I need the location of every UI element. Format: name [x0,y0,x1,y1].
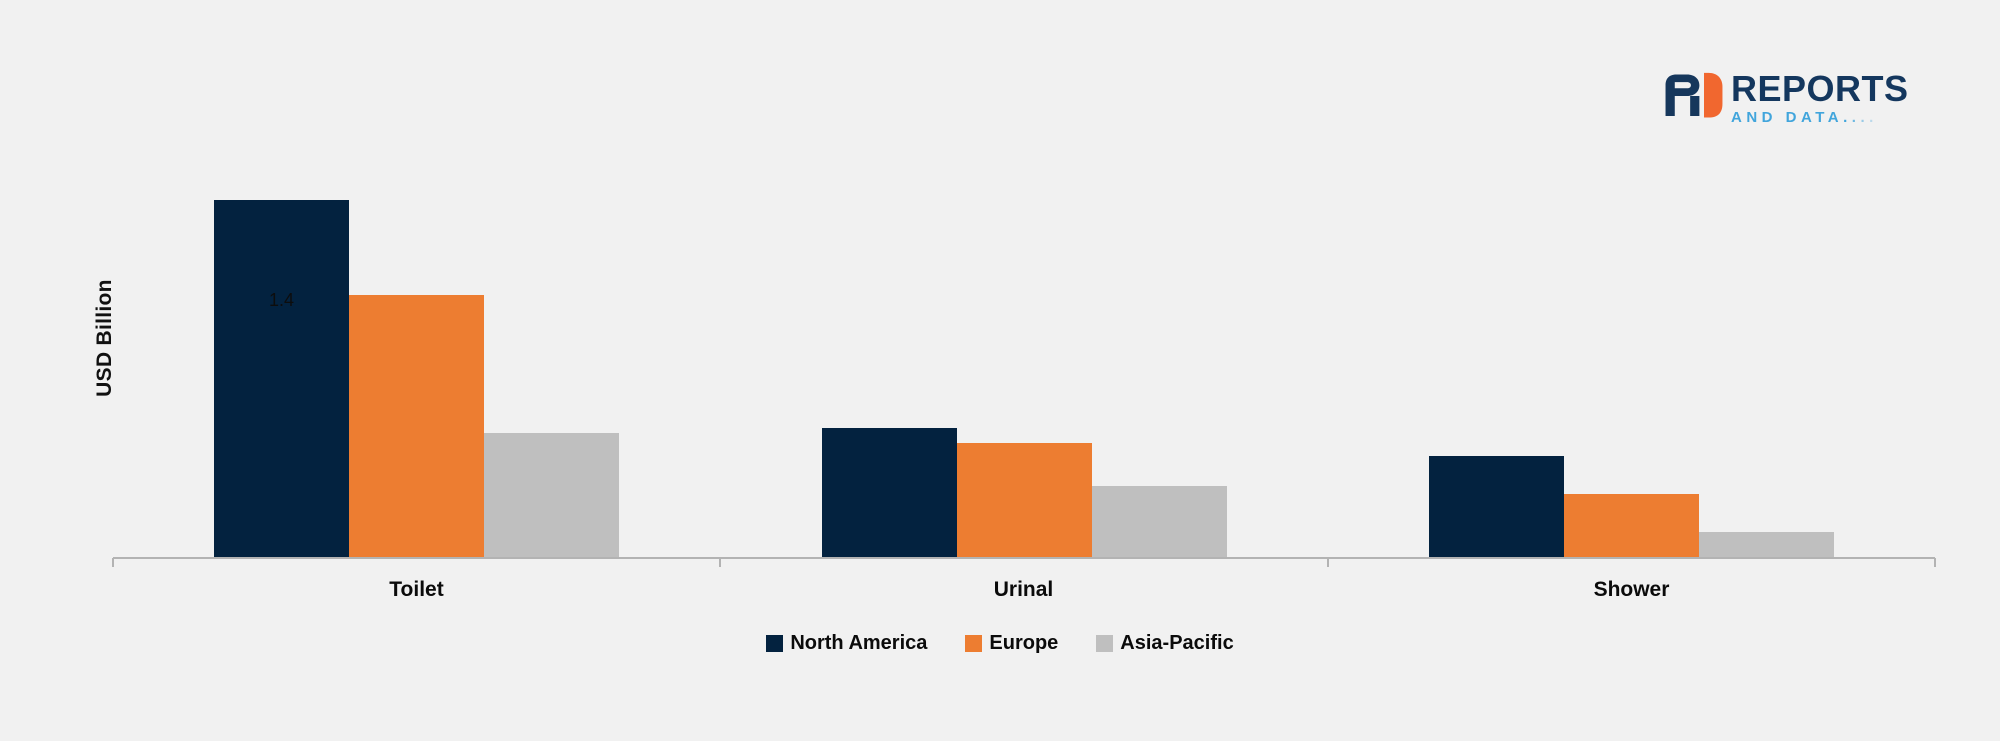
logo-title: REPORTS [1731,68,1909,109]
legend: North America Europe Asia-Pacific [0,628,2000,658]
category-label-toilet: Toilet [389,578,444,601]
bar-europe-shower [1564,494,1699,558]
rd-monogram-icon [1665,72,1723,118]
y-axis-title: USD Billion [93,279,116,397]
x-axis-tick [1327,558,1329,567]
bar-asia-pacific-shower [1699,532,1834,558]
bar-europe-toilet [349,295,484,558]
legend-label-north-america: North America [790,631,928,654]
bar-north-america-urinal [822,428,957,558]
legend-item-asia-pacific: Asia-Pacific [1096,631,1234,655]
bar-asia-pacific-toilet [484,433,619,558]
category-label-urinal: Urinal [993,578,1054,601]
logo-subtitle: AND DATA.... [1731,109,1878,126]
legend-swatch-europe [965,634,983,652]
bar-asia-pacific-urinal [1092,486,1227,558]
bar-north-america-toilet [214,200,349,558]
x-axis-line [113,557,1935,559]
legend-item-north-america: North America [766,632,927,655]
legend-swatch-north-america [766,634,784,652]
bar-europe-urinal [957,443,1092,558]
x-axis-tick [1934,558,1936,567]
legend-label-asia-pacific: Asia-Pacific [1120,631,1234,654]
logo-text: REPORTS AND DATA.... [1731,68,1909,126]
legend-item-europe: Europe [965,632,1058,655]
bar-north-america-shower [1429,456,1564,558]
bar-value-label-toilet: 1.4 [268,290,295,310]
category-label-shower: Shower [1593,578,1670,601]
legend-swatch-asia-pacific [1096,634,1114,652]
legend-label-europe: Europe [989,631,1059,654]
x-axis-tick [112,558,114,567]
reports-and-data-logo: REPORTS AND DATA.... [1664,66,1909,126]
x-axis-tick [719,558,721,567]
